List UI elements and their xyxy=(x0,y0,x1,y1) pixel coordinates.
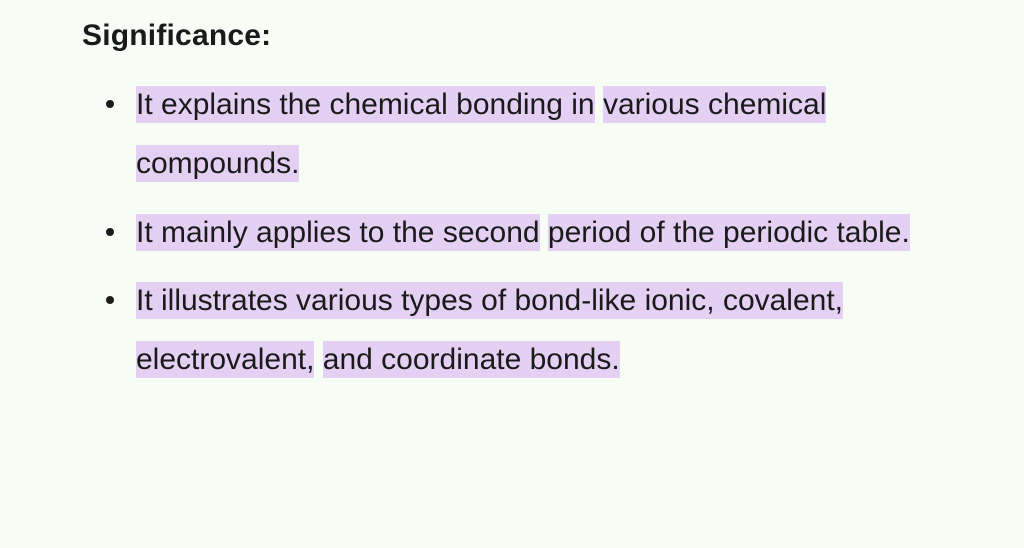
highlighted-text: It explains the chemical bonding in xyxy=(136,86,595,123)
bullet-list: It explains the chemical bonding in vari… xyxy=(82,76,984,390)
list-item: It mainly applies to the second period o… xyxy=(136,204,984,263)
list-item: It illustrates various types of bond-lik… xyxy=(136,272,984,390)
highlighted-text: period of the periodic table. xyxy=(548,214,910,251)
highlighted-text: It mainly applies to the second xyxy=(136,214,540,251)
section-heading: Significance: xyxy=(82,18,984,54)
document-page: Significance: It explains the chemical b… xyxy=(0,0,1024,390)
plain-text xyxy=(314,343,322,376)
highlighted-text: It illustrates various types of bond- xyxy=(136,282,591,319)
list-item: It explains the chemical bonding in vari… xyxy=(136,76,984,194)
plain-text xyxy=(595,88,603,121)
plain-text xyxy=(540,216,548,249)
highlighted-text: and coordinate bonds. xyxy=(323,341,620,378)
